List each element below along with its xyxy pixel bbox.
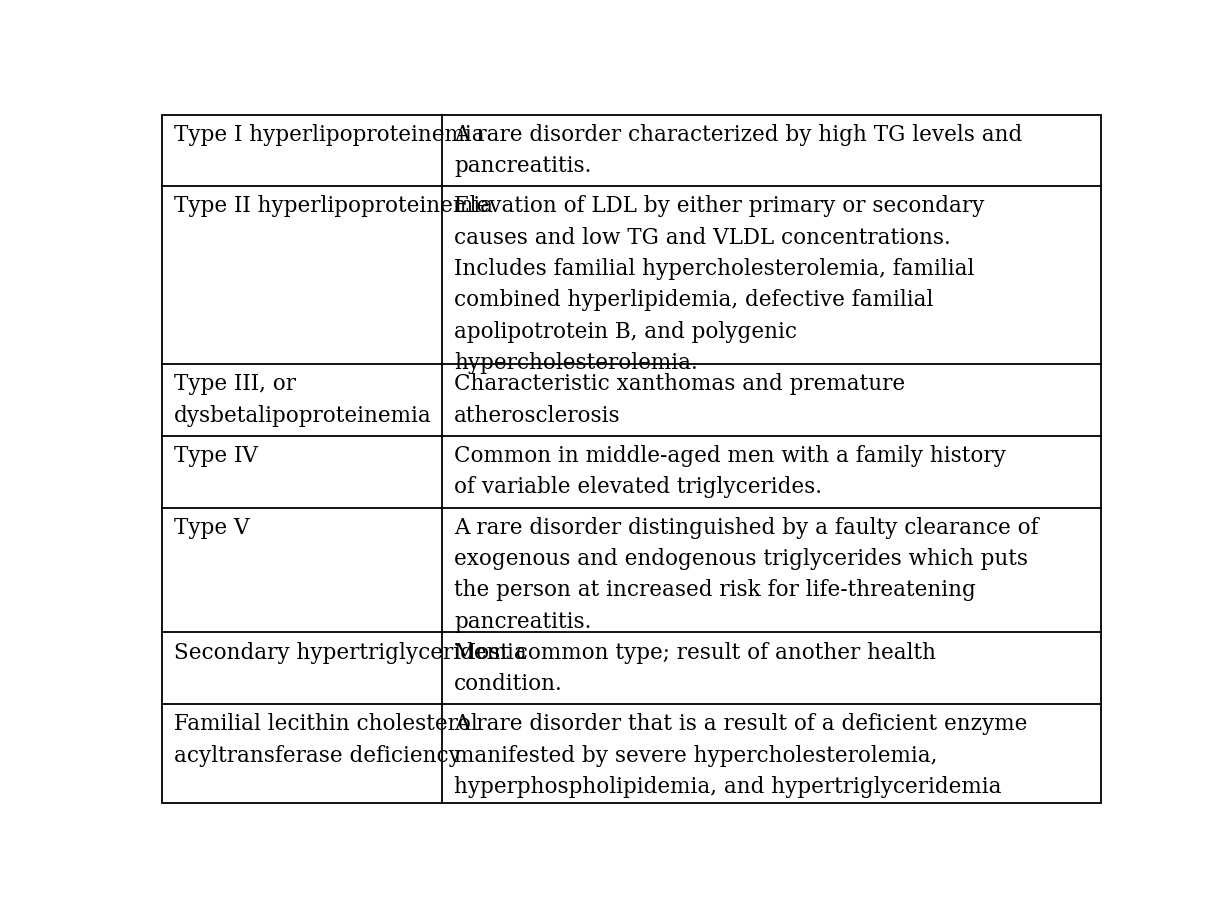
Text: A rare disorder distinguished by a faulty clearance of
exogenous and endogenous : A rare disorder distinguished by a fault…: [455, 517, 1039, 633]
Text: Type IV: Type IV: [174, 445, 257, 467]
Text: Type V: Type V: [174, 517, 250, 538]
Text: Most common type; result of another health
condition.: Most common type; result of another heal…: [455, 642, 936, 695]
Text: Characteristic xanthomas and premature
atherosclerosis: Characteristic xanthomas and premature a…: [455, 373, 906, 427]
Text: Type III, or
dysbetalipoproteinemia: Type III, or dysbetalipoproteinemia: [174, 373, 431, 427]
Text: Secondary hypertriglyceridemia: Secondary hypertriglyceridemia: [174, 642, 527, 664]
Text: Familial lecithin cholesterol
acyltransferase deficiency: Familial lecithin cholesterol acyltransf…: [174, 714, 478, 766]
Text: Type II hyperlipoproteinemia: Type II hyperlipoproteinemia: [174, 195, 493, 217]
Text: A rare disorder characterized by high TG levels and
pancreatitis.: A rare disorder characterized by high TG…: [455, 123, 1023, 177]
Text: Type I hyperlipoproteinemia: Type I hyperlipoproteinemia: [174, 123, 484, 145]
Text: Common in middle-aged men with a family history
of variable elevated triglycerid: Common in middle-aged men with a family …: [455, 445, 1005, 498]
Text: A rare disorder that is a result of a deficient enzyme
manifested by severe hype: A rare disorder that is a result of a de…: [455, 714, 1027, 798]
Text: Elevation of LDL by either primary or secondary
causes and low TG and VLDL conce: Elevation of LDL by either primary or se…: [455, 195, 984, 374]
